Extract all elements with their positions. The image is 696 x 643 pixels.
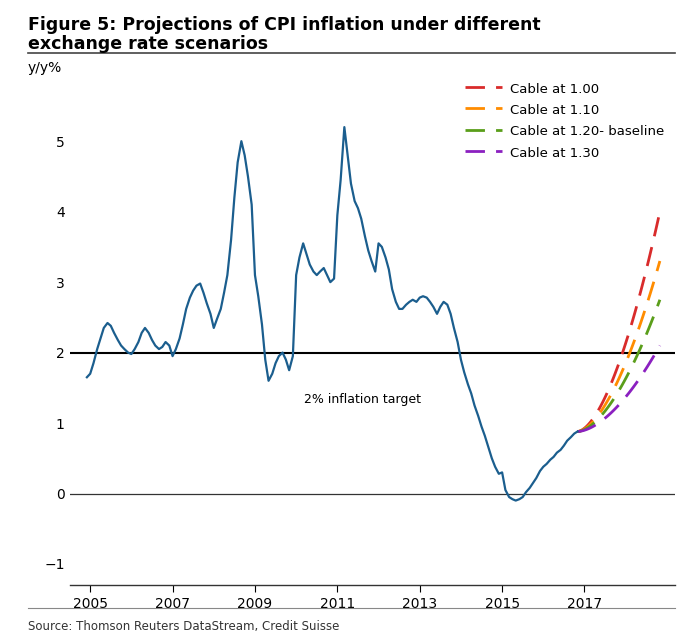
Text: exchange rate scenarios: exchange rate scenarios xyxy=(28,35,268,53)
Text: y/y%: y/y% xyxy=(28,61,62,75)
Legend: Cable at 1.00, Cable at 1.10, Cable at 1.20- baseline, Cable at 1.30: Cable at 1.00, Cable at 1.10, Cable at 1… xyxy=(461,77,669,164)
Text: 2% inflation target: 2% inflation target xyxy=(304,394,421,406)
Text: Figure 5: Projections of CPI inflation under different: Figure 5: Projections of CPI inflation u… xyxy=(28,16,541,34)
Text: Source: Thomson Reuters DataStream, Credit Suisse: Source: Thomson Reuters DataStream, Cred… xyxy=(28,620,339,633)
